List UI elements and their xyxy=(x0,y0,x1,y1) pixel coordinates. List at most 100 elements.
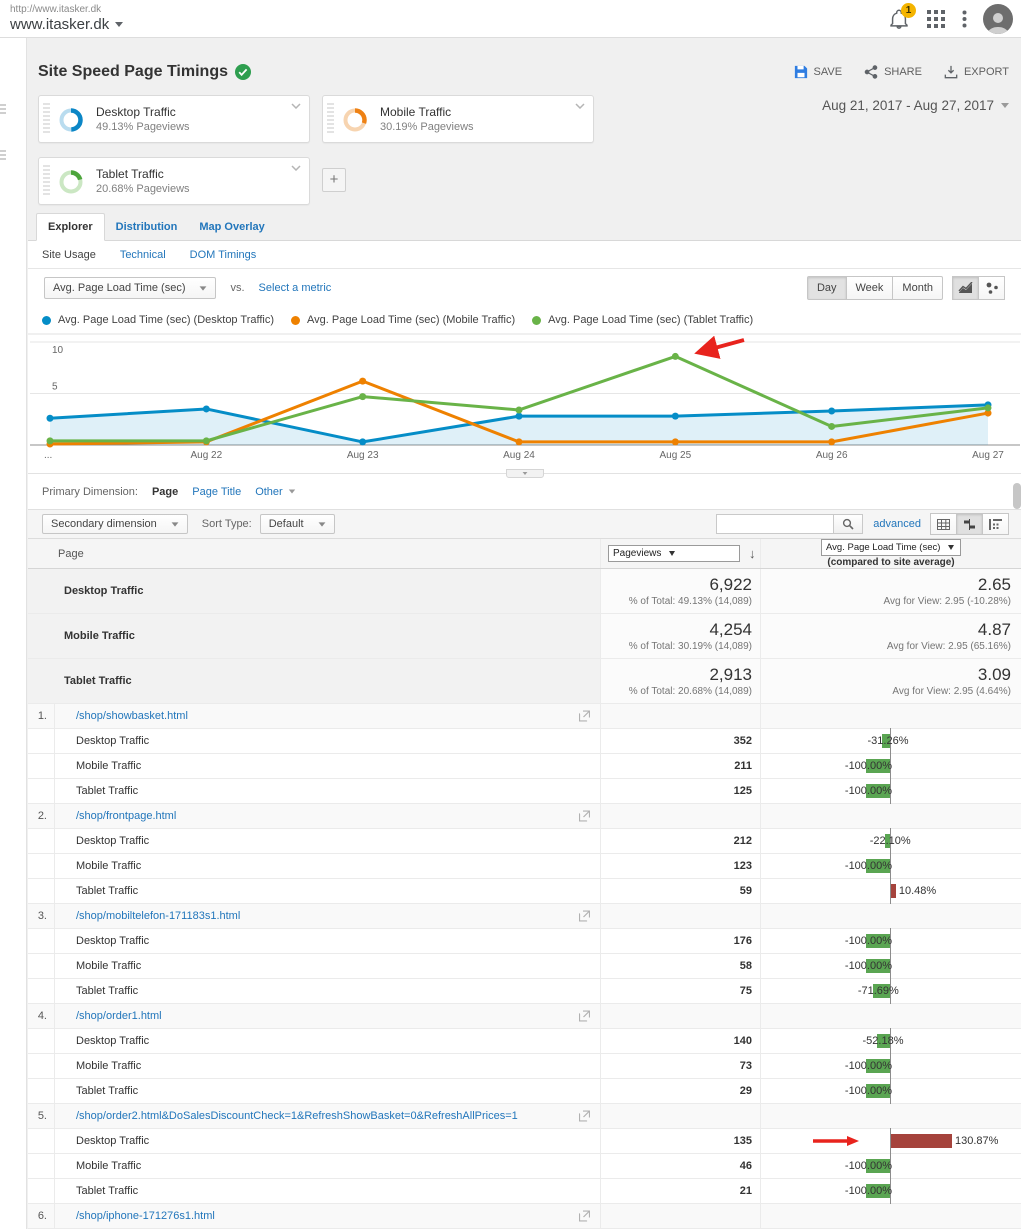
svg-text:...: ... xyxy=(44,450,52,461)
row-index-spacer xyxy=(28,879,55,903)
chevron-down-icon[interactable] xyxy=(291,103,301,109)
more-menu-icon[interactable] xyxy=(962,10,967,28)
empty-cell xyxy=(601,1004,761,1028)
secondary-dimension-dropdown[interactable]: Secondary dimension xyxy=(42,514,188,534)
search-button[interactable] xyxy=(833,514,864,534)
dimension-option-other[interactable]: Other xyxy=(255,486,296,498)
comparison-bar-cell: -100.00% xyxy=(761,753,1021,779)
granularity-month[interactable]: Month xyxy=(892,276,943,300)
open-in-new-icon[interactable] xyxy=(579,910,590,922)
comparison-bar-cell: -100.00% xyxy=(761,953,1021,979)
segment-drag-handle[interactable] xyxy=(43,103,50,135)
legend-label: Avg. Page Load Time (sec) (Mobile Traffi… xyxy=(307,314,516,326)
page-link[interactable]: /shop/showbasket.html xyxy=(76,710,188,722)
segment-detail-row: Desktop Traffic 140 -52.18% xyxy=(28,1028,1021,1054)
dimension-option-page-title[interactable]: Page Title xyxy=(192,485,242,498)
motion-chart-view-button[interactable] xyxy=(978,276,1005,300)
page-link[interactable]: /shop/mobiltelefon-171183s1.html xyxy=(76,910,241,922)
segment-subtitle: 20.68% Pageviews xyxy=(96,183,190,195)
subtab-dom-timings[interactable]: DOM Timings xyxy=(189,248,257,261)
chevron-down-icon[interactable] xyxy=(291,165,301,171)
comparison-bar-cell: -100.00% xyxy=(761,1153,1021,1179)
tab-map-overlay[interactable]: Map Overlay xyxy=(199,221,265,233)
segment-name: Mobile Traffic xyxy=(55,854,601,878)
comparison-pct-label: -100.00% xyxy=(844,760,892,772)
segment-detail-row: Desktop Traffic 212 -22.10% xyxy=(28,828,1021,854)
dimension-option-page[interactable]: Page xyxy=(151,485,179,498)
empty-cell xyxy=(761,704,1021,728)
date-range-picker[interactable]: Aug 21, 2017 - Aug 27, 2017 xyxy=(822,98,1009,113)
scrollbar-thumb[interactable] xyxy=(1013,483,1021,509)
segment-detail-row: Tablet Traffic 29 -100.00% xyxy=(28,1078,1021,1104)
chart-resize-handle[interactable] xyxy=(506,469,544,478)
pivot-view-button[interactable] xyxy=(982,513,1009,535)
comparison-bar xyxy=(866,1184,890,1198)
open-in-new-icon[interactable] xyxy=(579,1010,590,1022)
apps-grid-icon[interactable] xyxy=(926,9,946,29)
open-in-new-icon[interactable] xyxy=(579,1210,590,1222)
metric-column-select[interactable]: Avg. Page Load Time (sec) xyxy=(821,539,961,556)
page-column-header[interactable]: Page xyxy=(28,539,601,568)
comparison-view-button[interactable] xyxy=(956,513,983,535)
legend-label: Avg. Page Load Time (sec) (Tablet Traffi… xyxy=(548,314,754,326)
bar-axis-line xyxy=(890,878,891,904)
sort-type-dropdown[interactable]: Default xyxy=(259,514,335,534)
segment-name: Desktop Traffic xyxy=(55,829,601,853)
page-link[interactable]: /shop/order1.html xyxy=(76,1010,162,1022)
row-index-spacer xyxy=(28,954,55,978)
tab-explorer[interactable]: Explorer xyxy=(36,213,105,241)
comparison-bar xyxy=(884,834,890,848)
segment-detail-row: Mobile Traffic 46 -100.00% xyxy=(28,1153,1021,1179)
open-in-new-icon[interactable] xyxy=(579,710,590,722)
comparison-pct-label: -100.00% xyxy=(844,785,892,797)
segment-card-mobile-traffic[interactable]: Mobile Traffic 30.19% Pageviews xyxy=(322,95,594,143)
segment-card-tablet-traffic[interactable]: Tablet Traffic 20.68% Pageviews xyxy=(38,157,310,205)
tab-distribution[interactable]: Distribution xyxy=(115,221,178,233)
open-in-new-icon[interactable] xyxy=(579,810,590,822)
page-link[interactable]: /shop/frontpage.html xyxy=(76,810,177,822)
page-link[interactable]: /shop/order2.html&DoSalesDiscountCheck=1… xyxy=(76,1110,518,1122)
page-link[interactable]: /shop/iphone-171276s1.html xyxy=(76,1210,215,1222)
granularity-day[interactable]: Day xyxy=(806,276,847,300)
granularity-week[interactable]: Week xyxy=(845,276,894,300)
summary-pageviews-cell: 2,913 % of Total: 20.68% (14,089) xyxy=(601,659,761,703)
comparison-view-icon xyxy=(964,518,975,530)
select-metric-link[interactable]: Select a metric xyxy=(258,282,332,294)
chart-point xyxy=(984,404,992,412)
comparison-pct-label: -100.00% xyxy=(844,935,892,947)
segment-card-desktop-traffic[interactable]: Desktop Traffic 49.13% Pageviews xyxy=(38,95,310,143)
save-button[interactable]: SAVE xyxy=(794,65,842,79)
add-segment-button[interactable]: + xyxy=(322,168,346,192)
export-button[interactable]: EXPORT xyxy=(944,65,1009,79)
avatar[interactable] xyxy=(983,3,1013,34)
account-selector[interactable]: http://www.itasker.dk www.itasker.dk xyxy=(10,4,124,33)
line-chart-view-button[interactable] xyxy=(952,276,979,300)
comparison-bar xyxy=(866,784,890,798)
empty-cell xyxy=(761,1104,1021,1128)
sort-direction-arrow[interactable]: ↓ xyxy=(749,546,756,561)
bar-axis-line xyxy=(890,1128,891,1154)
notifications-button[interactable]: 1 xyxy=(888,2,916,30)
advanced-link[interactable]: advanced xyxy=(873,518,921,530)
pageviews-value: 140 xyxy=(601,1029,761,1053)
verified-check-icon xyxy=(234,63,251,80)
chart-point xyxy=(828,422,836,430)
metric-value: 4.87 xyxy=(977,620,1011,639)
timeseries-chart: 10 5... Aug 22 Aug 23 Aug 24 Aug 25 Aug 26 Aug … xyxy=(28,335,1021,478)
report-tabs: Explorer Distribution Map Overlay xyxy=(28,213,1021,241)
table-search-input[interactable] xyxy=(716,514,835,534)
save-icon xyxy=(794,65,807,78)
subtab-site-usage[interactable]: Site Usage xyxy=(42,248,96,261)
subtab-technical[interactable]: Technical xyxy=(119,248,166,261)
share-button[interactable]: SHARE xyxy=(864,64,922,79)
chevron-down-icon[interactable] xyxy=(575,103,585,109)
open-in-new-icon[interactable] xyxy=(579,1110,590,1122)
pageviews-column-select[interactable]: Pageviews xyxy=(608,545,740,562)
segment-drag-handle[interactable] xyxy=(43,165,50,197)
data-table-view-button[interactable] xyxy=(930,513,957,535)
segment-detail-row: Tablet Traffic 59 10.48% xyxy=(28,878,1021,904)
metric-selector-dropdown[interactable]: Avg. Page Load Time (sec) xyxy=(44,277,217,299)
segment-drag-handle[interactable] xyxy=(327,103,334,135)
segment-detail-row: Tablet Traffic 21 -100.00% xyxy=(28,1178,1021,1204)
page-group-row: 2. /shop/frontpage.html xyxy=(28,804,1021,829)
